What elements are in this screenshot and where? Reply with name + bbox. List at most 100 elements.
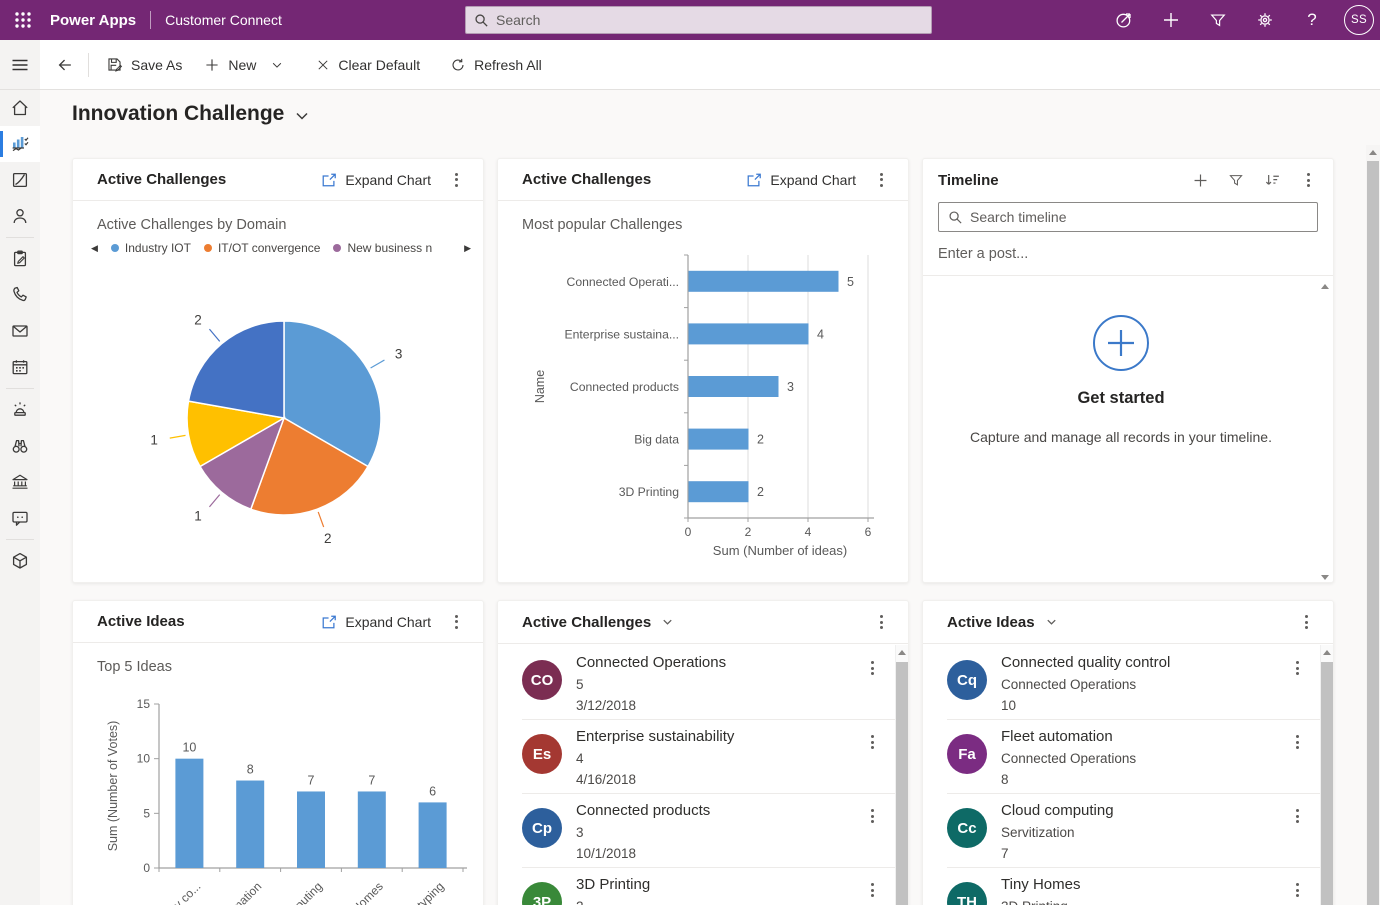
svg-text:Connected Operati...: Connected Operati... — [567, 275, 679, 289]
legend-next-icon[interactable]: ▶ — [464, 242, 471, 253]
legend-dot — [110, 244, 119, 252]
row-more-menu[interactable] — [1284, 655, 1310, 681]
record-category: Connected Operations — [1001, 751, 1137, 766]
sidebar-divider — [6, 237, 34, 238]
sidebar-item-contacts[interactable] — [0, 198, 40, 234]
back-button[interactable] — [48, 47, 82, 83]
timeline-add-icon[interactable] — [1185, 165, 1215, 195]
sidebar-item-search[interactable] — [0, 428, 40, 464]
plus-icon[interactable] — [1156, 5, 1186, 35]
list-scrollbar[interactable] — [1320, 645, 1333, 905]
sidebar-divider — [6, 539, 34, 540]
chevron-down-icon[interactable] — [1045, 616, 1058, 629]
help-icon[interactable]: ? — [1307, 10, 1317, 29]
scroll-down-icon[interactable] — [1321, 575, 1329, 580]
scroll-up-icon[interactable] — [1369, 150, 1377, 155]
expand-chart-button[interactable]: Expand Chart — [321, 172, 431, 188]
list-item[interactable]: Es Enterprise sustainability 4 4/16/2018 — [498, 719, 895, 793]
clear-default-button[interactable]: Clear Default — [305, 47, 431, 83]
record-value: 2 — [576, 896, 855, 905]
scrollbar-thumb[interactable] — [1321, 662, 1333, 905]
row-more-menu[interactable] — [1284, 803, 1310, 829]
scrollbar-thumb[interactable] — [1367, 161, 1379, 905]
svg-text:6: 6 — [865, 525, 872, 539]
sidebar-item-phone-calls[interactable] — [0, 277, 40, 313]
svg-text:8: 8 — [247, 763, 254, 777]
timeline-body: Get started Capture and manage all recor… — [923, 276, 1333, 588]
scroll-up-icon[interactable] — [1321, 284, 1329, 289]
header-actions: ? SS — [1109, 0, 1374, 40]
card-more-menu[interactable] — [443, 609, 469, 635]
sidebar-item-announcements[interactable] — [0, 392, 40, 428]
user-avatar[interactable]: SS — [1344, 5, 1374, 35]
card-more-menu[interactable] — [868, 609, 894, 635]
list-item[interactable]: 3P 3D Printing 2 — [498, 867, 895, 905]
svg-text:0: 0 — [143, 861, 150, 875]
timeline-filter-icon[interactable] — [1221, 165, 1251, 195]
save-as-button[interactable]: Save As — [95, 47, 193, 83]
list-item[interactable]: Cq Connected quality control Connected O… — [923, 645, 1320, 719]
card-more-menu[interactable] — [868, 167, 894, 193]
global-search-input[interactable] — [496, 12, 923, 28]
gear-icon[interactable] — [1250, 5, 1280, 35]
timeline-post-input[interactable] — [938, 246, 1318, 262]
list-scrollbar[interactable] — [895, 645, 908, 905]
sidebar-item-calendar[interactable] — [0, 349, 40, 385]
refresh-all-button[interactable]: Refresh All — [439, 47, 553, 83]
sidebar-item-organization[interactable] — [0, 464, 40, 500]
app-name[interactable]: Customer Connect — [165, 12, 282, 28]
list-item[interactable]: Fa Fleet automation Connected Operations… — [923, 719, 1320, 793]
row-more-menu[interactable] — [859, 877, 885, 903]
filter-icon[interactable] — [1203, 5, 1233, 35]
card-more-menu[interactable] — [1293, 609, 1319, 635]
chevron-down-icon[interactable] — [661, 616, 674, 629]
add-record-circle-icon[interactable] — [1092, 314, 1150, 372]
expand-chart-button[interactable]: Expand Chart — [321, 614, 431, 630]
sidebar-item-email[interactable] — [0, 313, 40, 349]
new-button[interactable]: New — [193, 47, 295, 83]
legend-item[interactable]: Industry IOT — [110, 241, 191, 255]
row-more-menu[interactable] — [859, 803, 885, 829]
chat-bubble-icon — [12, 511, 28, 526]
legend-item[interactable]: New business n — [333, 241, 432, 255]
legend-item[interactable]: IT/OT convergence — [203, 241, 320, 255]
record-votes: 10 — [1001, 698, 1017, 713]
svg-text:5: 5 — [847, 275, 854, 289]
timeline-post[interactable] — [938, 245, 1318, 263]
scroll-up-icon[interactable] — [898, 650, 906, 655]
sidebar-item-home[interactable] — [0, 90, 40, 126]
timeline-more-menu[interactable] — [1295, 167, 1321, 193]
dashboard-chart-icon — [12, 137, 29, 152]
expand-chart-button[interactable]: Expand Chart — [746, 172, 856, 188]
horizontal-bar-chart: 0 2 4 6 5 Connected Operati... 4 Enterprise sus… — [533, 254, 874, 558]
hamburger-menu-icon[interactable] — [0, 40, 40, 90]
scroll-up-icon[interactable] — [1323, 650, 1331, 655]
chevron-down-icon[interactable] — [294, 108, 310, 124]
chevron-down-icon — [273, 62, 282, 68]
timeline-search-input[interactable] — [970, 209, 1308, 225]
global-search[interactable] — [465, 6, 932, 34]
row-more-menu[interactable] — [1284, 877, 1310, 903]
row-more-menu[interactable] — [1284, 729, 1310, 755]
app-launcher-icon[interactable] — [0, 0, 46, 40]
scrollbar-thumb[interactable] — [896, 662, 908, 905]
timeline-sort-icon[interactable] — [1257, 165, 1287, 195]
list-item[interactable]: TH Tiny Homes 3D Printing — [923, 867, 1320, 905]
record-date: 3/12/2018 — [576, 698, 637, 713]
target-arrow-icon[interactable] — [1109, 5, 1139, 35]
list-item[interactable]: Cp Connected products 3 10/1/2018 — [498, 793, 895, 867]
page-scrollbar[interactable] — [1366, 145, 1380, 905]
row-more-menu[interactable] — [859, 729, 885, 755]
row-more-menu[interactable] — [859, 655, 885, 681]
sidebar-item-recent[interactable] — [0, 162, 40, 198]
list-item[interactable]: CO Connected Operations 5 3/12/2018 — [498, 645, 895, 719]
card-more-menu[interactable] — [443, 167, 469, 193]
sidebar-item-tasks[interactable] — [0, 241, 40, 277]
sidebar-item-products[interactable] — [0, 543, 40, 579]
legend-prev-icon[interactable]: ◀ — [91, 242, 98, 253]
list-item[interactable]: Cc Cloud computing Servitization 7 — [923, 793, 1320, 867]
pie-chart: 3 2 1 1 2 — [150, 312, 402, 545]
sidebar-item-dashboards[interactable] — [0, 126, 40, 162]
sidebar-item-feedback[interactable] — [0, 500, 40, 536]
timeline-search[interactable] — [938, 202, 1318, 232]
